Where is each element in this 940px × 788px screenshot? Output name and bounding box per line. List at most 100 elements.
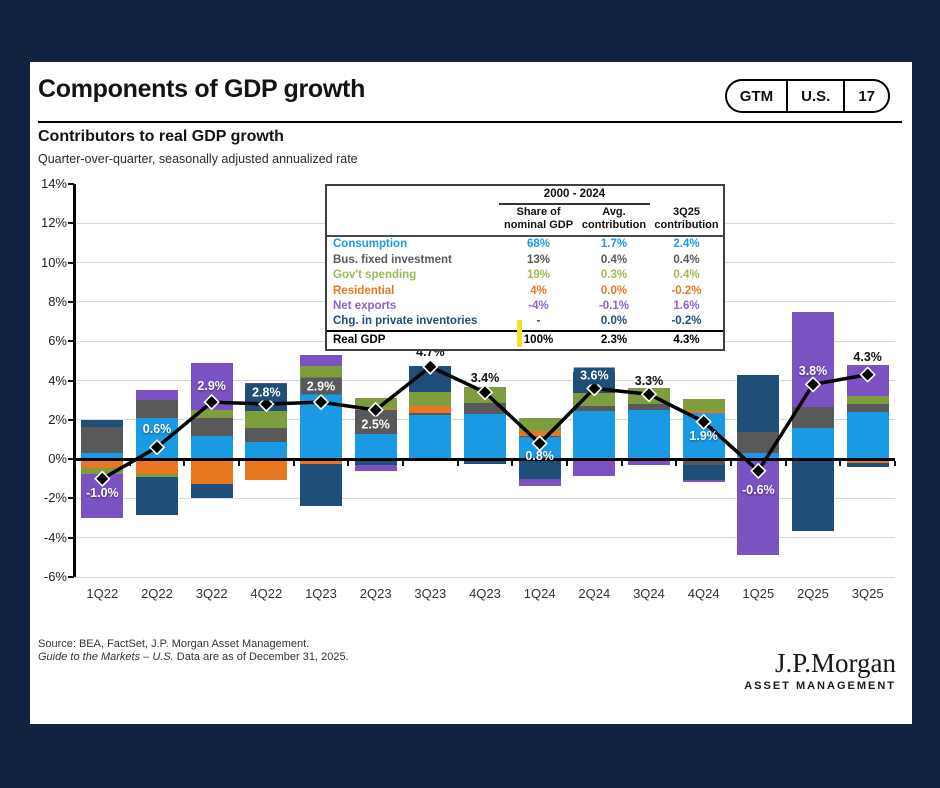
bar-segment-govt — [409, 392, 452, 407]
gdp-diamond-marker — [586, 380, 603, 397]
chart-plot: 2000 - 2024 Share of nominal GDP Avg. co… — [41, 176, 896, 601]
bar-segment-inventories — [81, 419, 124, 427]
table-row: Chg. in private inventories - 0.0% -0.2% — [327, 314, 723, 329]
gdp-value-label: 2.5% — [355, 416, 396, 434]
gdp-value-label: 3.4% — [470, 370, 500, 385]
gdp-diamond-marker — [476, 384, 494, 401]
y-axis-tick — [68, 418, 74, 421]
table-row: Residential 4% 0.0% -0.2% — [327, 284, 723, 299]
y-axis-tick — [68, 222, 74, 225]
bar-segment-net_exports — [354, 464, 397, 471]
slide-card: Components of GDP growth GTM U.S. 17 Con… — [30, 62, 912, 724]
header-divider — [38, 121, 902, 123]
gridline — [75, 537, 895, 539]
series-value: 13% — [526, 253, 551, 266]
bar-segment-inventories — [354, 459, 397, 465]
bar-segment-bus_fixed — [792, 407, 834, 428]
gridline — [75, 497, 895, 499]
table-row: Bus. fixed investment 13% 0.4% 0.4% — [327, 253, 723, 268]
series-value: -0.2% — [671, 315, 702, 328]
series-label: Net exports — [333, 299, 397, 312]
bar-segment-consumption — [628, 409, 670, 460]
series-value: 100% — [523, 333, 554, 346]
table-col-avg: Avg. contribution — [581, 206, 647, 232]
table-row: Net exports -4% -0.1% 1.6% — [327, 299, 723, 314]
y-axis-label: 2% — [48, 411, 67, 427]
bar-segment-consumption — [81, 453, 124, 460]
y-axis-label: -2% — [43, 490, 67, 506]
x-axis-label: 3Q23 — [414, 586, 447, 601]
x-axis-tick — [238, 461, 240, 467]
x-axis-label: 2Q25 — [797, 586, 829, 601]
y-axis-tick — [68, 536, 74, 539]
series-value: 0.3% — [600, 269, 628, 282]
table-col-3q25: 3Q25 contribution — [654, 206, 719, 232]
y-axis-tick — [68, 576, 74, 578]
bar-segment-bus_fixed — [190, 417, 233, 436]
x-axis-label: 3Q22 — [195, 586, 228, 601]
gdp-value-label: -1.0% — [86, 486, 119, 501]
series-value: 4% — [530, 284, 547, 297]
series-value: -4% — [528, 299, 549, 312]
bar-segment-consumption — [190, 435, 233, 460]
y-axis-tick — [68, 458, 74, 461]
bar-segment-consumption — [573, 410, 616, 460]
gtm-page-number: 17 — [843, 81, 888, 111]
bar-segment-residential — [409, 406, 452, 413]
bar-segment-consumption — [354, 433, 397, 460]
gdp-diamond-marker — [750, 462, 767, 480]
series-value: -0.1% — [598, 299, 630, 312]
x-axis-label: 4Q22 — [250, 586, 283, 601]
series-value: 1.7% — [600, 238, 628, 251]
x-axis-label: 3Q25 — [851, 586, 884, 601]
y-axis-label: 6% — [48, 333, 67, 349]
y-axis-label: 14% — [40, 176, 67, 191]
gdp-diamond-marker — [203, 393, 220, 411]
x-axis-tick — [566, 461, 568, 467]
bar-segment-bus_fixed — [464, 403, 506, 414]
series-value: 0.0% — [600, 284, 628, 297]
y-axis-tick — [68, 261, 74, 264]
gdp-stats-table: 2000 - 2024 Share of nominal GDP Avg. co… — [325, 184, 725, 351]
bar-segment-inventories — [136, 476, 178, 516]
x-axis-label: 2Q22 — [141, 586, 173, 601]
bar-segment-govt — [518, 417, 561, 431]
x-axis-label: 1Q25 — [742, 586, 775, 601]
bar-segment-residential — [682, 410, 725, 413]
x-axis-tick — [730, 461, 732, 467]
bar-segment-bus_fixed — [81, 426, 124, 454]
bar-segment-bus_fixed — [573, 406, 616, 411]
y-axis-label: 10% — [40, 254, 67, 270]
real-gdp-line — [94, 358, 876, 487]
asset-management-label: ASSET MANAGEMENT — [744, 680, 896, 692]
series-value: -0.2% — [671, 284, 702, 297]
gtm-page-badge: GTM U.S. 17 — [724, 79, 890, 113]
chart-title: Contributors to real GDP growth — [38, 128, 284, 145]
gtm-region-label: U.S. — [786, 81, 843, 111]
x-axis-tick — [402, 461, 404, 467]
gdp-value-label: 3.3% — [634, 373, 664, 388]
table-group-header-row: 2000 - 2024 — [327, 186, 723, 205]
gdp-diamond-marker — [94, 470, 111, 487]
y-axis-label: 12% — [40, 215, 67, 231]
gdp-diamond-marker — [804, 376, 822, 393]
series-value: - — [536, 315, 541, 328]
y-axis-tick — [68, 340, 74, 343]
bar-segment-residential — [300, 459, 342, 464]
y-axis-tick — [68, 497, 74, 500]
bar-segment-residential — [518, 430, 561, 436]
bar-segment-residential — [136, 459, 178, 474]
y-axis-line — [73, 184, 76, 577]
bar-segment-net_exports — [300, 354, 342, 366]
jpmorgan-logo: J.P.Morgan ASSET MANAGEMENT — [744, 648, 896, 692]
bar-segment-consumption — [737, 453, 780, 460]
series-label: Real GDP — [333, 333, 386, 346]
y-axis-label: 4% — [48, 372, 67, 388]
bar-segment-residential — [245, 459, 288, 480]
gdp-diamond-marker — [859, 366, 876, 383]
gdp-diamond-marker — [640, 386, 658, 403]
y-axis-label: 0% — [48, 451, 67, 467]
bar-segment-net_exports — [573, 459, 616, 476]
gdp-diamond-marker — [312, 393, 330, 411]
table-col-share: Share of nominal GDP — [503, 206, 574, 232]
